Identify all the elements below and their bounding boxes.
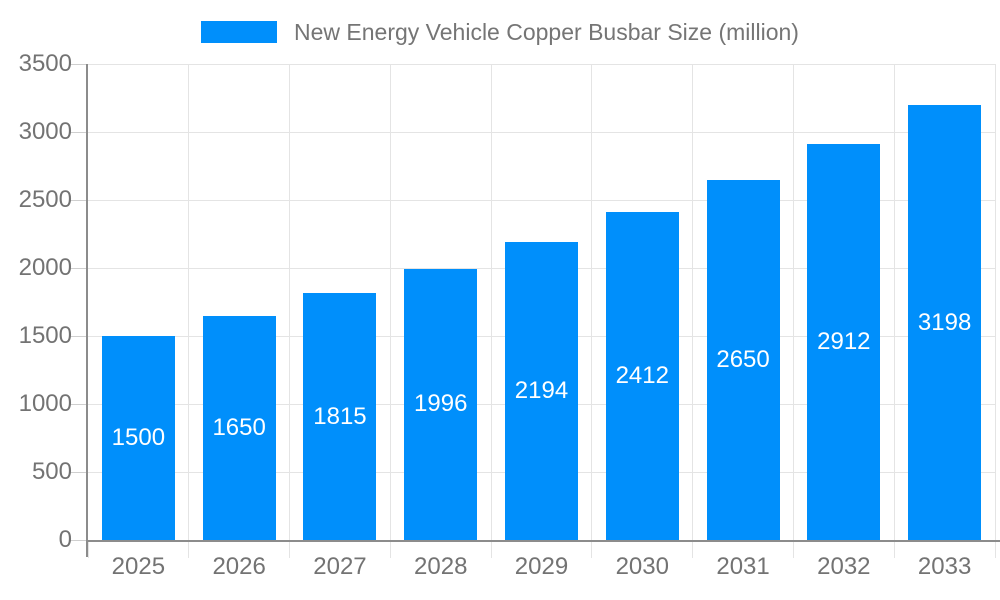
bar-value-label: 3198 <box>917 308 972 336</box>
y-axis-tick <box>70 403 87 405</box>
y-axis-label: 0 <box>58 526 72 553</box>
bar-2028[interactable]: 1996 <box>404 268 478 540</box>
x-axis-tick <box>994 542 996 558</box>
bar-2030[interactable]: 2412 <box>605 211 679 540</box>
bar-value-label: 1996 <box>414 390 468 418</box>
y-axis-label: 3500 <box>18 50 72 77</box>
v-gridline <box>994 64 996 540</box>
bar-value-label: 2412 <box>615 361 669 389</box>
x-axis-tick <box>289 542 291 558</box>
x-axis-label: 2031 <box>716 553 770 580</box>
h-gridline <box>88 63 995 65</box>
y-axis-line <box>86 64 88 557</box>
v-gridline <box>188 64 190 540</box>
bar-value-label: 1500 <box>111 424 166 451</box>
bar-value-label: 2650 <box>716 345 770 373</box>
bar-value-label: 2912 <box>817 327 871 355</box>
v-gridline <box>389 64 391 540</box>
legend[interactable]: New Energy Vehicle Copper Busbar Size (m… <box>0 20 1000 44</box>
v-gridline <box>591 64 593 540</box>
bar-value-label: 1650 <box>212 413 266 441</box>
x-axis-label: 2029 <box>514 553 569 580</box>
bar-2025[interactable]: 1500 <box>101 336 175 540</box>
bar-2033[interactable]: 3198 <box>908 105 982 540</box>
y-axis-label: 1500 <box>18 322 72 349</box>
x-axis-tick <box>490 542 492 558</box>
y-axis-tick <box>70 63 87 65</box>
y-axis-label: 3000 <box>18 118 72 145</box>
bar-2031[interactable]: 2650 <box>706 179 780 540</box>
x-axis-label: 2027 <box>313 553 367 580</box>
legend-swatch-icon <box>201 21 278 43</box>
x-axis-label: 2030 <box>615 553 669 580</box>
x-axis-label: 2025 <box>111 553 166 580</box>
y-axis-label: 2000 <box>18 254 72 281</box>
y-axis-tick <box>70 539 87 541</box>
bar-2029[interactable]: 2194 <box>505 241 578 540</box>
bar-value-label: 1815 <box>313 402 367 430</box>
bar-value-label: 2194 <box>514 376 569 404</box>
y-axis-tick <box>70 267 87 269</box>
v-gridline <box>692 64 694 540</box>
x-axis-label: 2028 <box>414 553 468 580</box>
v-gridline <box>893 64 895 540</box>
v-gridline <box>792 64 794 540</box>
v-gridline <box>490 64 492 540</box>
y-axis-tick <box>70 335 87 337</box>
x-axis-line <box>86 540 1000 542</box>
y-axis-tick <box>70 131 87 133</box>
y-axis-label: 500 <box>31 458 72 485</box>
bar-2027[interactable]: 1815 <box>303 293 377 540</box>
x-axis-tick <box>87 542 89 558</box>
x-axis-tick <box>591 542 593 558</box>
x-axis-tick <box>188 542 190 558</box>
y-axis-label: 2500 <box>18 186 72 213</box>
x-axis-label: 2026 <box>212 553 266 580</box>
x-axis-tick <box>893 542 895 558</box>
v-gridline <box>289 64 291 540</box>
bar-2026[interactable]: 1650 <box>202 315 276 540</box>
x-axis-tick <box>389 542 391 558</box>
y-axis-label: 1000 <box>18 390 72 417</box>
y-axis-tick <box>70 471 87 473</box>
x-axis-label: 2033 <box>917 553 972 580</box>
x-axis-label: 2032 <box>817 553 871 580</box>
x-axis-tick <box>692 542 694 558</box>
y-axis-tick <box>70 199 87 201</box>
bar-2032[interactable]: 2912 <box>807 143 881 540</box>
legend-label: New Energy Vehicle Copper Busbar Size (m… <box>294 19 799 45</box>
h-gridline <box>88 131 995 133</box>
x-axis-tick <box>792 542 794 558</box>
h-gridline <box>88 199 995 201</box>
